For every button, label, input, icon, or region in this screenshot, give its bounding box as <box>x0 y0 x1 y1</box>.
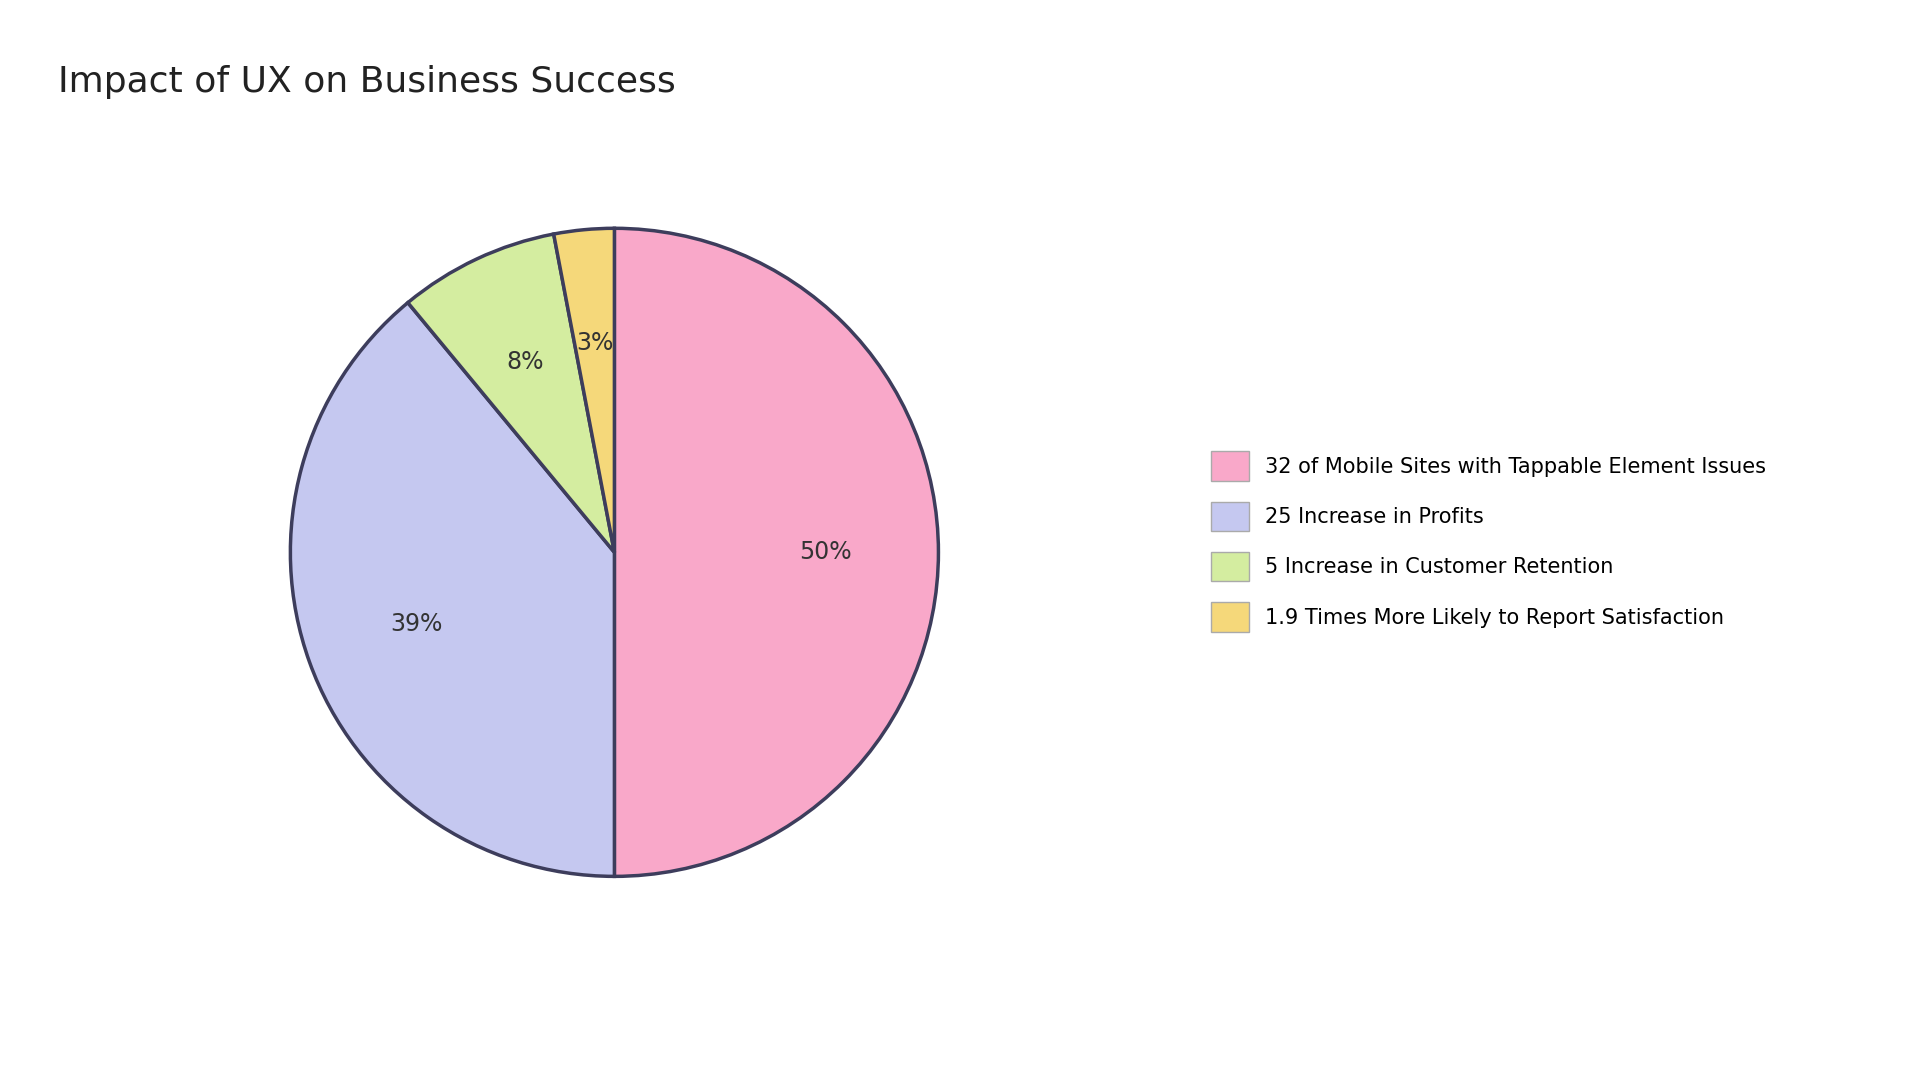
Text: 50%: 50% <box>799 540 851 564</box>
Wedge shape <box>407 234 614 552</box>
Text: 39%: 39% <box>390 612 442 636</box>
Legend: 32 of Mobile Sites with Tappable Element Issues, 25 Increase in Profits, 5 Incre: 32 of Mobile Sites with Tappable Element… <box>1200 441 1776 642</box>
Text: 8%: 8% <box>507 350 543 374</box>
Text: 3%: 3% <box>576 330 612 354</box>
Wedge shape <box>614 229 939 876</box>
Wedge shape <box>290 302 614 876</box>
Wedge shape <box>553 229 614 552</box>
Text: Impact of UX on Business Success: Impact of UX on Business Success <box>58 65 676 99</box>
